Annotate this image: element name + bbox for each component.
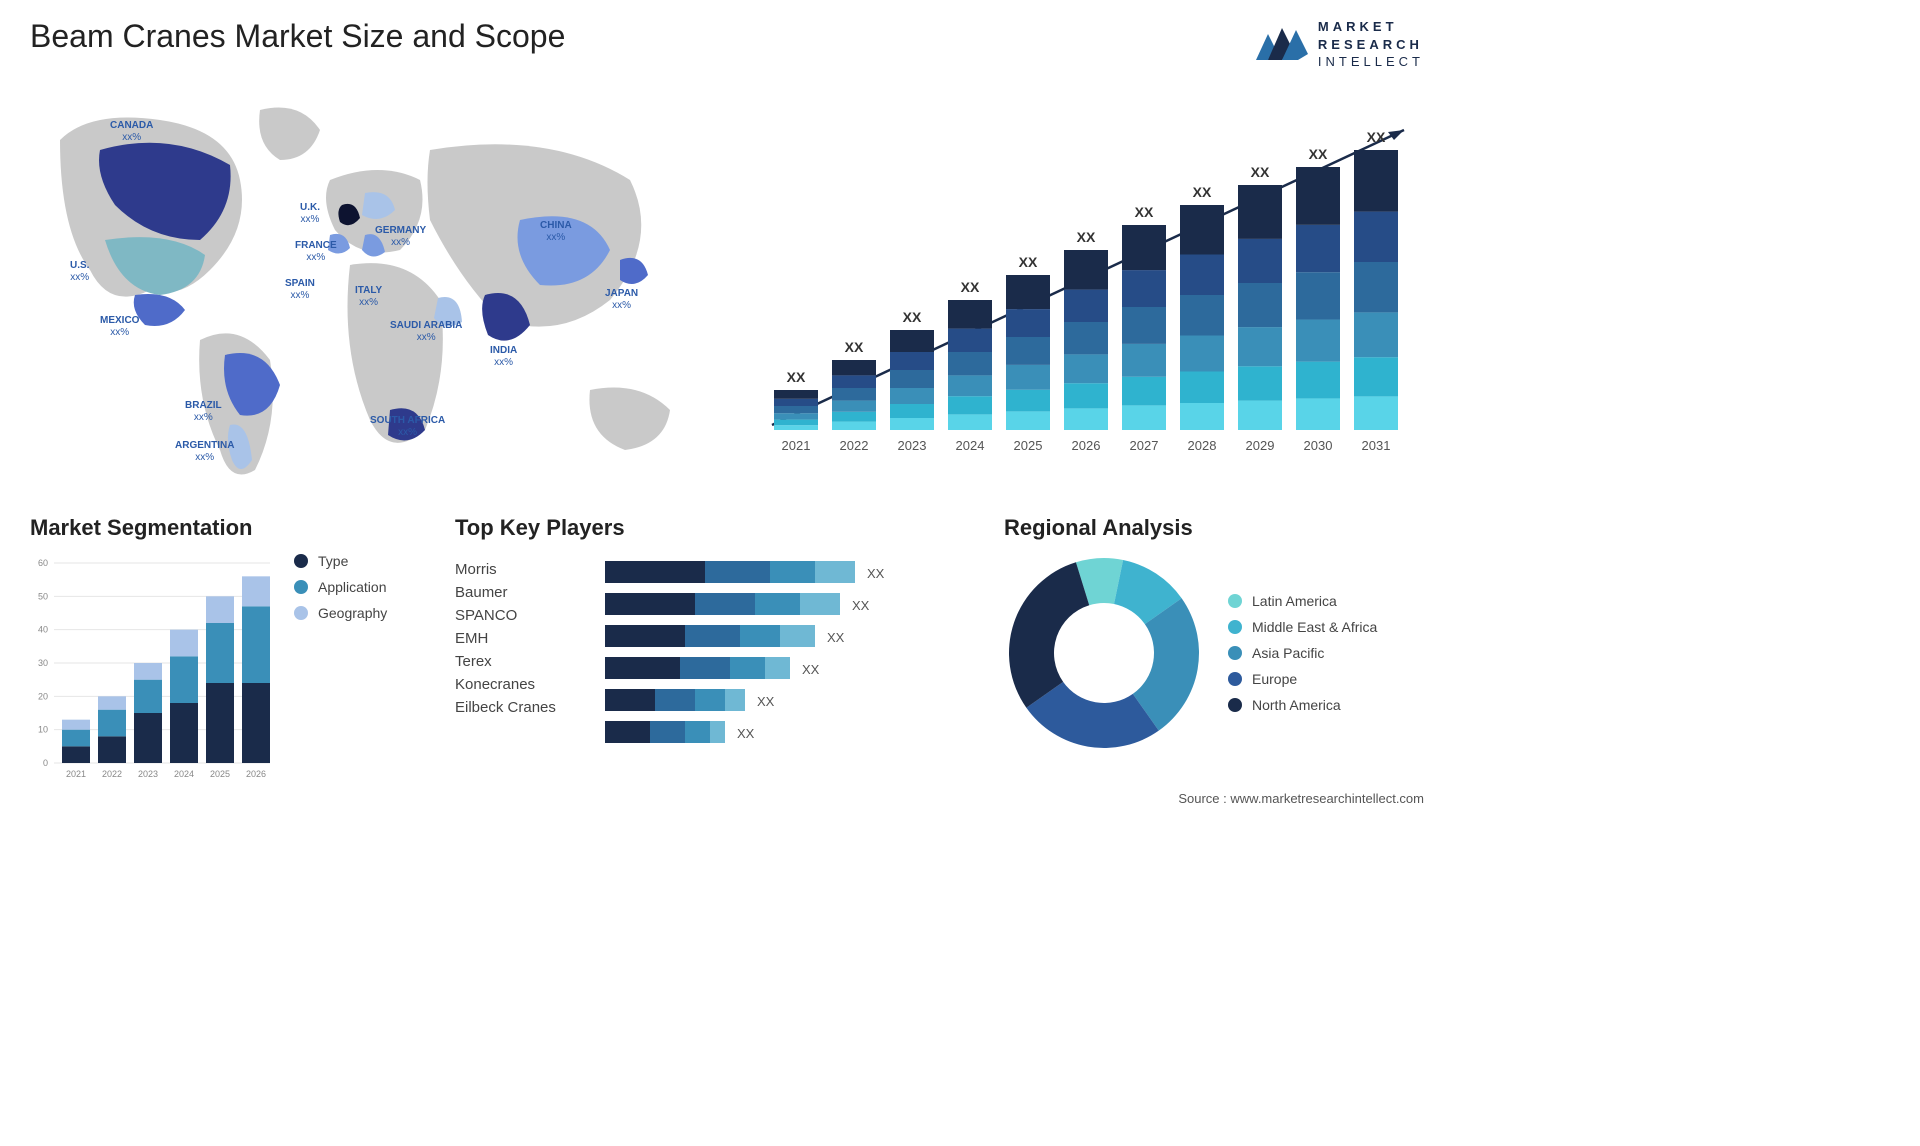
map-label: SOUTH AFRICAxx% — [370, 415, 445, 438]
map-label: ITALYxx% — [355, 285, 382, 308]
svg-text:0: 0 — [43, 758, 48, 768]
svg-text:XX: XX — [1367, 129, 1386, 145]
svg-text:XX: XX — [802, 662, 820, 677]
svg-text:2028: 2028 — [1188, 438, 1217, 453]
svg-text:XX: XX — [1251, 164, 1270, 180]
players-title: Top Key Players — [455, 515, 985, 541]
players-list: Morris Baumer SPANCO EMH Terex Konecranes Eilb… — [455, 561, 556, 716]
svg-text:2026: 2026 — [1072, 438, 1101, 453]
svg-text:2022: 2022 — [840, 438, 869, 453]
svg-text:2026: 2026 — [246, 769, 266, 779]
svg-text:2024: 2024 — [174, 769, 194, 779]
svg-text:XX: XX — [787, 369, 806, 385]
growth-chart: XX 2021 XX 2022 XX 2023 XX 2024 XX 2025 XX 2026 XX 20… — [764, 100, 1424, 470]
svg-text:XX: XX — [737, 726, 755, 741]
player-name: Terex — [455, 653, 556, 670]
svg-text:XX: XX — [1077, 229, 1096, 245]
svg-text:2024: 2024 — [956, 438, 985, 453]
logo-icon — [1254, 22, 1310, 66]
svg-text:XX: XX — [867, 566, 885, 581]
svg-text:XX: XX — [961, 279, 980, 295]
map-label: JAPANxx% — [605, 288, 638, 311]
regional-analysis: Regional Analysis Latin America Middle Ea… — [1004, 515, 1424, 753]
map-label: SPAINxx% — [285, 278, 315, 301]
svg-text:2029: 2029 — [1246, 438, 1275, 453]
players-bars-svg: XX XX XX XX XX XX — [605, 561, 945, 781]
top-key-players: Top Key Players MorrisBaumerSPANCOEMHTer… — [455, 515, 985, 553]
svg-text:XX: XX — [903, 309, 922, 325]
map-label: FRANCExx% — [295, 240, 337, 263]
svg-text:10: 10 — [38, 725, 48, 735]
map-label: GERMANYxx% — [375, 225, 426, 248]
segmentation-legend: Type Application Geography — [294, 553, 387, 783]
player-name: Baumer — [455, 584, 556, 601]
map-label: BRAZILxx% — [185, 400, 222, 423]
svg-text:2030: 2030 — [1304, 438, 1333, 453]
map-label: MEXICOxx% — [100, 315, 139, 338]
segmentation-title: Market Segmentation — [30, 515, 450, 541]
map-label: U.S.xx% — [70, 260, 89, 283]
legend-item: Application — [294, 579, 387, 595]
svg-text:XX: XX — [827, 630, 845, 645]
page-title: Beam Cranes Market Size and Scope — [30, 18, 565, 55]
svg-text:2025: 2025 — [1014, 438, 1043, 453]
svg-text:50: 50 — [38, 591, 48, 601]
growth-chart-svg: XX 2021 XX 2022 XX 2023 XX 2024 XX 2025 XX 2026 XX 20… — [764, 100, 1424, 470]
player-name: Eilbeck Cranes — [455, 699, 556, 716]
svg-text:2021: 2021 — [782, 438, 811, 453]
svg-text:40: 40 — [38, 625, 48, 635]
svg-text:2025: 2025 — [210, 769, 230, 779]
market-segmentation: Market Segmentation 0 10 20 30 40 50 60 2021 202… — [30, 515, 450, 783]
player-name: Morris — [455, 561, 556, 578]
map-label: INDIAxx% — [490, 345, 517, 368]
legend-item: North America — [1228, 697, 1377, 713]
map-label: ARGENTINAxx% — [175, 440, 234, 463]
svg-text:2031: 2031 — [1362, 438, 1391, 453]
player-name: EMH — [455, 630, 556, 647]
player-name: SPANCO — [455, 607, 556, 624]
source-text: Source : www.marketresearchintellect.com — [1178, 791, 1424, 806]
svg-text:XX: XX — [757, 694, 775, 709]
svg-text:60: 60 — [38, 558, 48, 568]
regional-legend: Latin America Middle East & Africa Asia Pa… — [1228, 593, 1377, 713]
svg-text:XX: XX — [1309, 146, 1328, 162]
svg-text:XX: XX — [852, 598, 870, 613]
svg-text:20: 20 — [38, 691, 48, 701]
svg-text:30: 30 — [38, 658, 48, 668]
svg-text:2023: 2023 — [138, 769, 158, 779]
svg-text:XX: XX — [1193, 184, 1212, 200]
world-map: CANADAxx% U.S.xx% MEXICOxx% BRAZILxx% ARGENT… — [30, 90, 710, 490]
svg-text:2027: 2027 — [1130, 438, 1159, 453]
svg-text:2022: 2022 — [102, 769, 122, 779]
brand-logo: MARKET RESEARCH INTELLECT — [1254, 18, 1424, 71]
svg-text:XX: XX — [845, 339, 864, 355]
svg-text:2021: 2021 — [66, 769, 86, 779]
regional-title: Regional Analysis — [1004, 515, 1424, 541]
logo-text: MARKET RESEARCH INTELLECT — [1318, 18, 1424, 71]
svg-text:XX: XX — [1019, 254, 1038, 270]
legend-item: Geography — [294, 605, 387, 621]
svg-text:XX: XX — [1135, 204, 1154, 220]
segmentation-chart-svg: 0 10 20 30 40 50 60 2021 2022 2023 2024 2025 2026 — [30, 553, 270, 783]
svg-text:2023: 2023 — [898, 438, 927, 453]
donut-chart-svg — [1004, 553, 1204, 753]
legend-item: Asia Pacific — [1228, 645, 1377, 661]
map-label: U.K.xx% — [300, 202, 320, 225]
map-label: CANADAxx% — [110, 120, 153, 143]
legend-item: Type — [294, 553, 387, 569]
legend-item: Middle East & Africa — [1228, 619, 1377, 635]
map-label: SAUDI ARABIAxx% — [390, 320, 462, 343]
legend-item: Europe — [1228, 671, 1377, 687]
player-name: Konecranes — [455, 676, 556, 693]
map-label: CHINAxx% — [540, 220, 572, 243]
legend-item: Latin America — [1228, 593, 1377, 609]
